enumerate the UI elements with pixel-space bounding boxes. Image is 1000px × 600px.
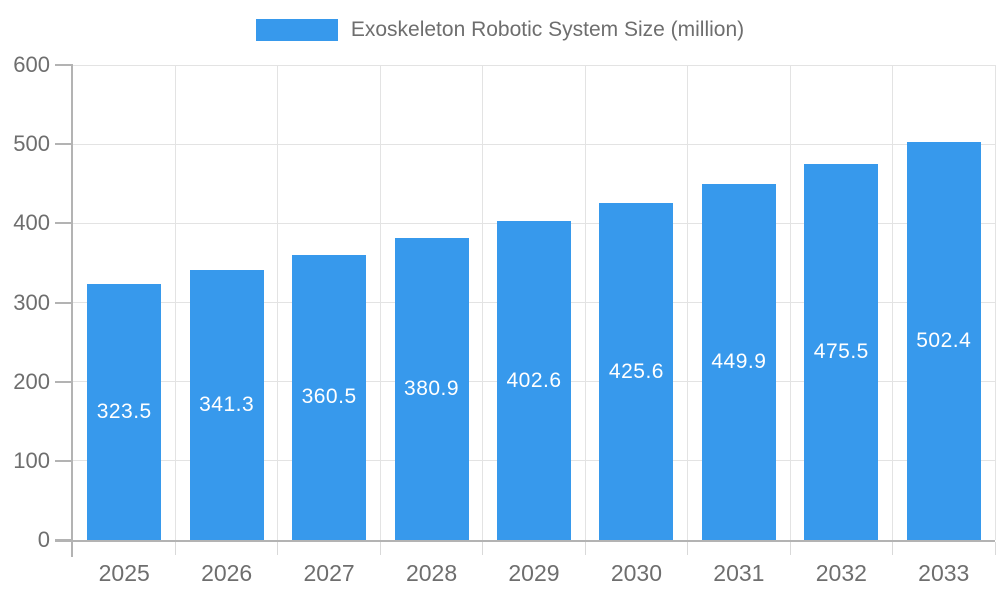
x-axis-label: 2033: [918, 560, 970, 586]
gridline: [892, 65, 894, 540]
bar-value-label: 475.5: [813, 339, 869, 363]
bar-value-label: 341.3: [199, 392, 255, 416]
bar[interactable]: 449.9: [701, 183, 776, 540]
gridline: [687, 65, 689, 540]
x-axis-label: 2032: [815, 560, 867, 586]
bar[interactable]: 402.6: [497, 221, 571, 540]
bar[interactable]: 323.5: [87, 283, 162, 540]
bar[interactable]: 341.3: [189, 269, 264, 540]
bar[interactable]: 380.9: [394, 238, 469, 540]
gridline: [584, 65, 586, 540]
gridline: [277, 65, 279, 540]
legend-item[interactable]: Exoskeleton Robotic System Size (million…: [0, 18, 1000, 42]
bar[interactable]: 475.5: [804, 163, 879, 540]
x-axis-label: 2028: [405, 560, 458, 586]
x-axis-tick: [994, 542, 996, 555]
bar-value-label: 323.5: [96, 399, 152, 423]
bar-value-label: 502.4: [916, 329, 972, 353]
gridline: [379, 65, 381, 540]
gridline: [482, 65, 484, 540]
y-axis-tick-label: 200: [13, 368, 50, 394]
bar-value-label: 360.5: [301, 385, 357, 409]
x-axis-tick: [892, 542, 894, 555]
legend-label: Exoskeleton Robotic System Size (million…: [350, 18, 745, 41]
x-axis-label: 2030: [610, 560, 663, 586]
y-axis-tick-label: 500: [13, 131, 50, 157]
x-axis-tick: [277, 542, 279, 555]
y-axis-line: [71, 65, 73, 557]
y-axis-tick: [55, 380, 73, 383]
gridline: [174, 65, 176, 540]
bar[interactable]: 360.5: [292, 254, 367, 540]
y-axis-tick-label: 600: [13, 52, 50, 77]
y-axis-tick-label: 0: [37, 527, 50, 552]
x-axis-tick: [379, 542, 381, 555]
gridline: [789, 65, 791, 540]
x-axis-tick: [174, 542, 176, 555]
bar[interactable]: 502.4: [906, 142, 981, 540]
gridline: [73, 64, 995, 66]
y-axis-tick: [55, 143, 73, 146]
x-axis-label: 2026: [201, 560, 253, 586]
y-axis-tick: [55, 459, 73, 462]
x-axis-tick: [584, 542, 586, 555]
gridline: [994, 65, 996, 540]
bar[interactable]: 425.6: [599, 203, 674, 540]
x-axis-tick: [789, 542, 791, 555]
bar-value-label: 425.6: [608, 359, 664, 383]
x-axis-tick: [482, 542, 484, 555]
legend-swatch: [255, 19, 338, 41]
x-axis-label: 2027: [303, 560, 355, 586]
bar-value-label: 380.9: [404, 377, 460, 401]
y-axis-tick-label: 100: [13, 447, 50, 473]
y-axis-tick: [55, 222, 73, 225]
y-axis-tick: [55, 301, 73, 304]
x-axis-line: [55, 540, 995, 542]
x-axis-label: 2025: [98, 560, 150, 586]
x-axis-label: 2029: [508, 560, 560, 586]
bar-value-label: 449.9: [711, 349, 767, 373]
y-axis-tick: [55, 64, 73, 66]
x-axis-tick: [687, 542, 689, 555]
bar-value-label: 402.6: [506, 368, 562, 392]
gridline: [73, 143, 995, 145]
y-axis-tick-label: 400: [13, 210, 50, 236]
y-axis-tick-label: 300: [13, 289, 50, 315]
x-axis-label: 2031: [713, 560, 765, 586]
